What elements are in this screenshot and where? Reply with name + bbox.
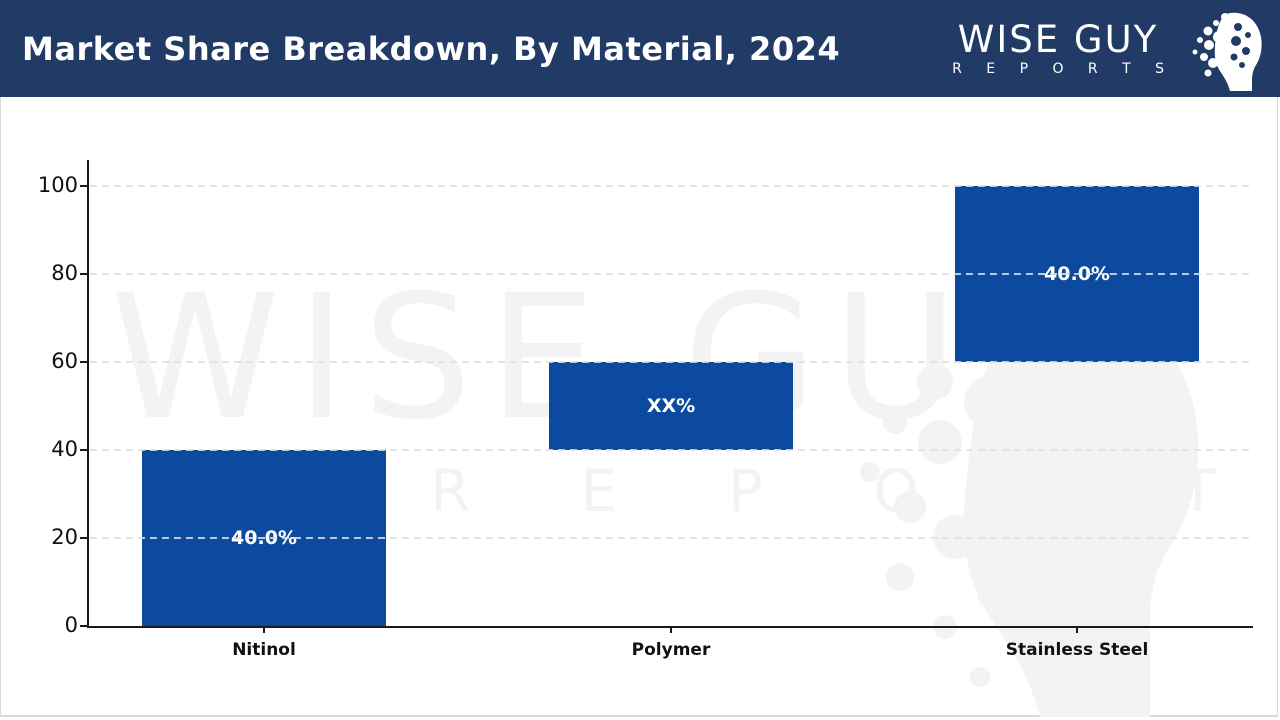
y-tick-label-20: 20 xyxy=(51,525,78,549)
logo-subtext: R E P O R T S xyxy=(952,61,1174,77)
y-axis-line xyxy=(87,160,89,628)
x-tick xyxy=(263,626,265,633)
y-tick xyxy=(80,273,88,275)
y-tick-label-80: 80 xyxy=(51,261,78,285)
y-tick xyxy=(80,537,88,539)
logo-wordmark: WISE GUY xyxy=(957,18,1159,61)
gridline-80 xyxy=(90,273,1253,275)
y-tick-label-40: 40 xyxy=(51,437,78,461)
x-tick-label-1: Nitinol xyxy=(232,640,296,660)
wise-guy-logo: WISE GUY R E P O R T S xyxy=(942,7,1264,91)
x-tick-label-2: Polymer xyxy=(631,640,711,660)
waterfall-chart: 40.0% Nitinol XX% Polymer 40.0% Stainless Ste… xyxy=(0,97,1280,717)
gridline-60 xyxy=(90,361,1253,363)
y-tick-label-0: 0 xyxy=(64,613,78,637)
logo-text: WISE GUY R E P O R T S xyxy=(942,21,1174,76)
x-tick-label-3: Stainless Steel xyxy=(1005,640,1149,660)
y-tick xyxy=(80,185,88,187)
logo-head-icon xyxy=(1192,12,1262,91)
gridline-20 xyxy=(90,537,1253,539)
gridline-100 xyxy=(90,185,1253,187)
bar-polymer: XX% xyxy=(549,362,793,450)
x-tick xyxy=(670,626,672,633)
y-tick xyxy=(80,361,88,363)
y-tick xyxy=(80,449,88,451)
bar-value-label: XX% xyxy=(646,395,696,417)
y-tick-label-100: 100 xyxy=(37,173,78,197)
gridline-40 xyxy=(90,449,1253,451)
x-axis-line xyxy=(87,626,1253,628)
header-bar: Market Share Breakdown, By Material, 202… xyxy=(0,0,1280,97)
y-tick xyxy=(80,625,88,627)
page-title: Market Share Breakdown, By Material, 202… xyxy=(22,29,841,68)
y-tick-label-60: 60 xyxy=(51,349,78,373)
